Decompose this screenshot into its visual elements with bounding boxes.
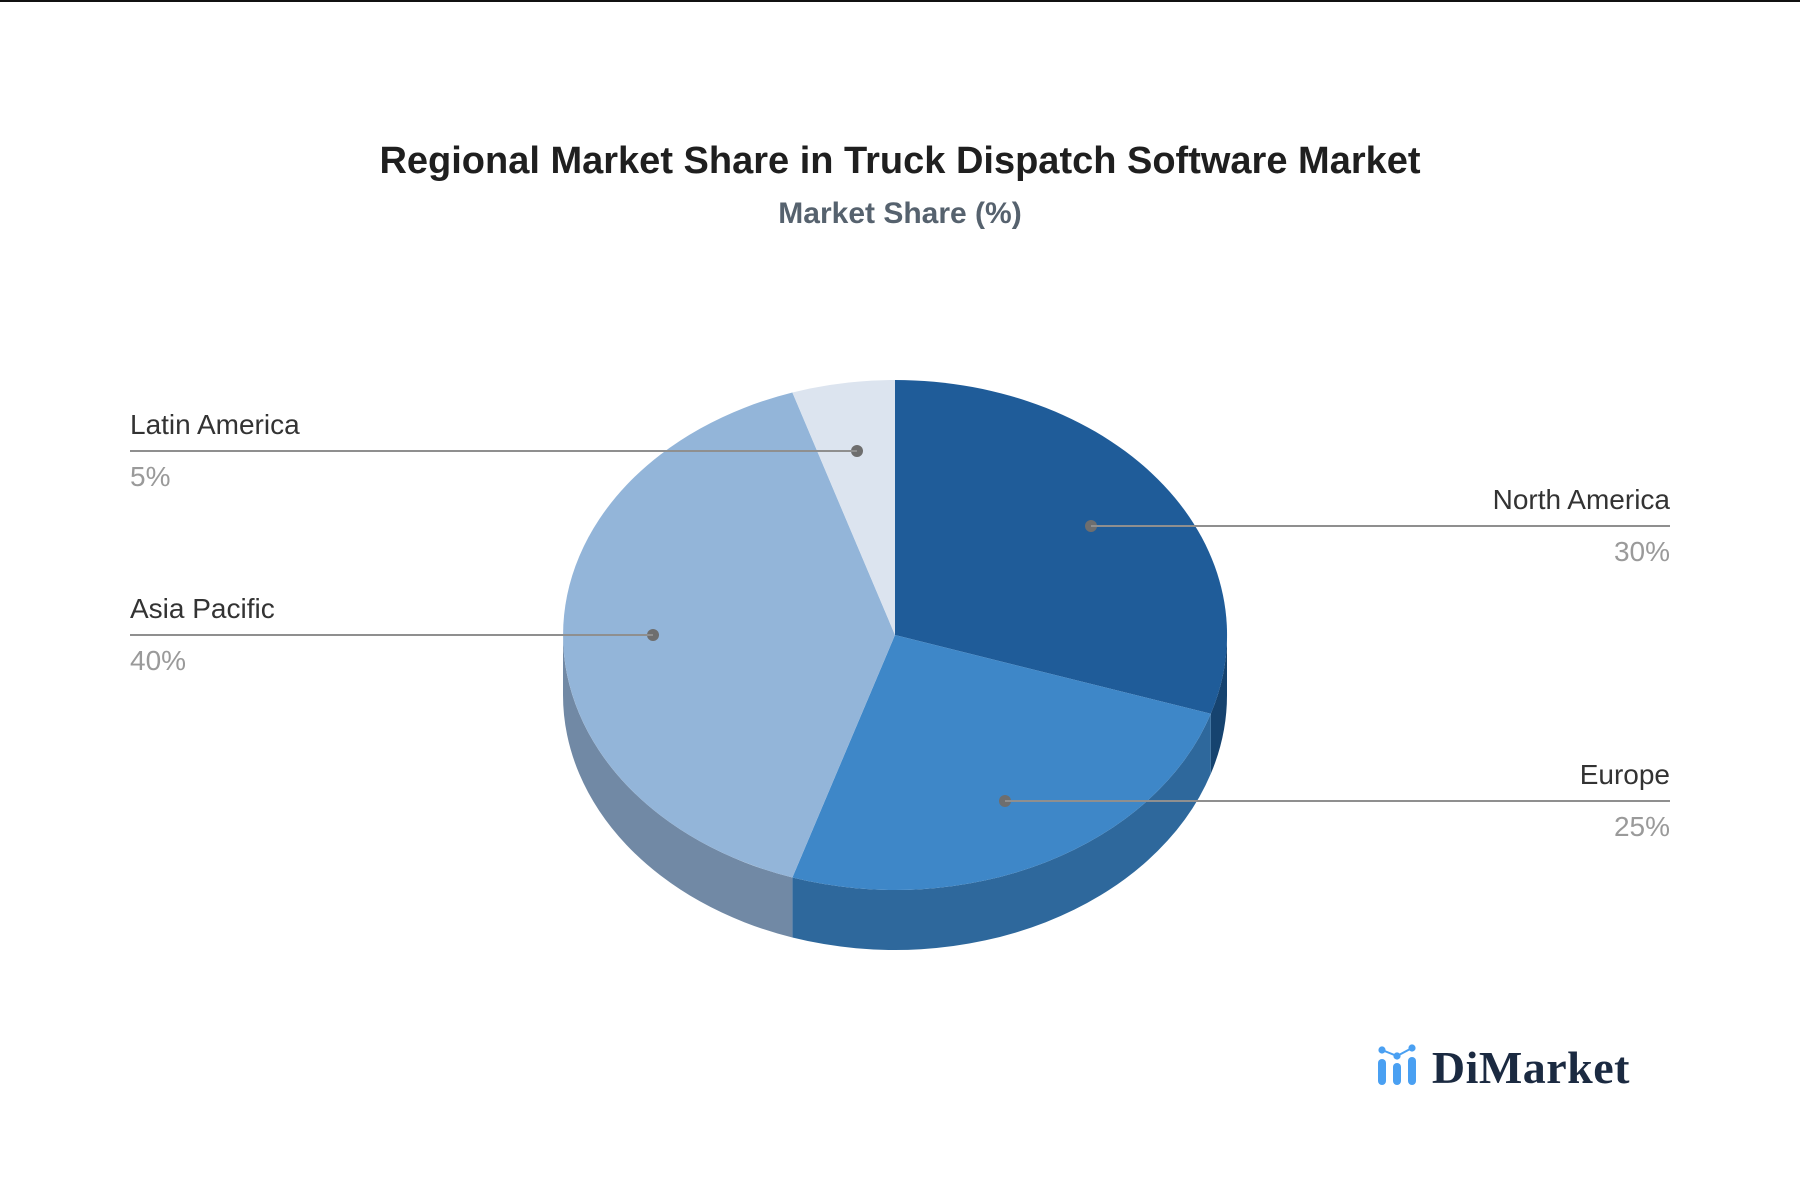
slice-value: 30% xyxy=(1613,536,1670,567)
slice-value: 40% xyxy=(130,645,187,676)
slice-value: 25% xyxy=(1613,811,1670,842)
callout-latin-america: Latin America 5% xyxy=(130,408,857,492)
pie-slice-latin-america xyxy=(792,380,895,635)
callout-asia-pacific: Asia Pacific 40% xyxy=(130,592,653,676)
pie-slice-side-asia-pacific xyxy=(563,635,793,938)
leader-dot-latin-america xyxy=(851,445,863,457)
slice-label: Europe xyxy=(1005,758,1670,802)
slice-label: Latin America xyxy=(130,408,857,452)
pie-slice-europe xyxy=(792,635,1211,890)
pie-slice-side-north-america xyxy=(1210,635,1227,774)
slice-label: North America xyxy=(1091,483,1670,527)
chart-subtitle: Market Share (%) xyxy=(778,197,1022,230)
pie-slice-north-america xyxy=(895,380,1228,714)
pie-slice-tops xyxy=(563,380,1228,890)
leader-dot-asia-pacific xyxy=(647,629,659,641)
pie-slice-side-europe xyxy=(792,713,1211,950)
callout-europe: Europe 25% xyxy=(1005,758,1670,842)
brand-name: DiMarket xyxy=(1431,1042,1630,1093)
pie-slice-asia-pacific xyxy=(563,392,895,878)
slice-value: 5% xyxy=(130,461,171,492)
slice-label: Asia Pacific xyxy=(130,592,653,636)
chart-title: Regional Market Share in Truck Dispatch … xyxy=(379,140,1421,182)
brand-logo: DiMarket xyxy=(1375,1042,1630,1092)
callout-north-america: North America 30% xyxy=(1091,483,1670,567)
pie-slice-sides xyxy=(563,635,1227,950)
bar-line-chart-icon xyxy=(1377,1044,1416,1085)
